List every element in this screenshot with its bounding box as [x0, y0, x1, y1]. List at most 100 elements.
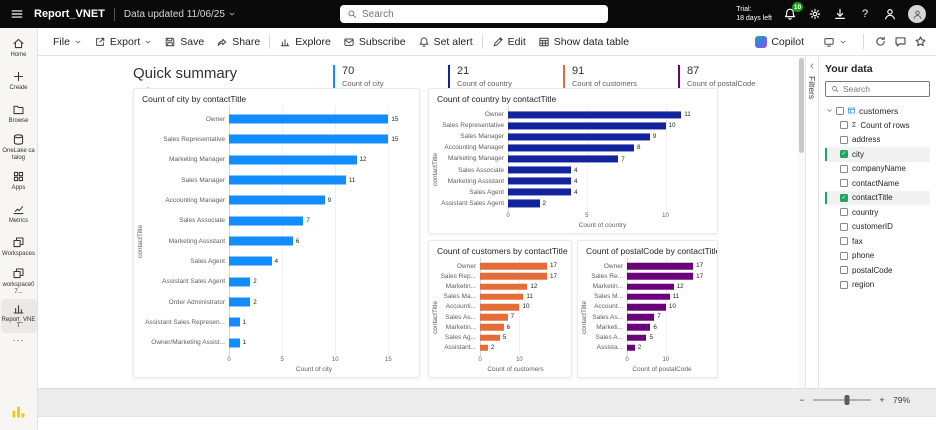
- field-row[interactable]: postalCode: [825, 263, 930, 278]
- rail-item-onelake-catalog[interactable]: OneLake catalog: [1, 130, 37, 165]
- table-row-customers[interactable]: customers: [825, 103, 930, 118]
- copilot-button[interactable]: Copilot: [749, 31, 810, 53]
- bar[interactable]: 7: [508, 155, 625, 163]
- file-menu[interactable]: File: [47, 31, 88, 53]
- zoom-out-button[interactable]: −: [799, 395, 805, 405]
- bar[interactable]: 4: [508, 188, 578, 196]
- field-row[interactable]: ✓ contactTitle: [825, 190, 930, 205]
- app-tab-title[interactable]: Report_VNET: [34, 8, 105, 20]
- field-checkbox[interactable]: ✓: [840, 193, 848, 202]
- bar[interactable]: 2: [480, 344, 494, 351]
- favorite-star-icon[interactable]: [914, 35, 927, 48]
- bar[interactable]: 2: [229, 297, 257, 307]
- bar[interactable]: 1: [229, 338, 246, 348]
- bar[interactable]: 10: [627, 303, 676, 310]
- field-row[interactable]: country: [825, 205, 930, 220]
- bar[interactable]: 15: [229, 114, 398, 124]
- bar[interactable]: 6: [480, 324, 510, 331]
- bar[interactable]: 8: [508, 144, 641, 152]
- bar[interactable]: 6: [229, 236, 299, 246]
- field-checkbox[interactable]: [840, 266, 848, 275]
- field-row[interactable]: region: [825, 278, 930, 293]
- edit-button[interactable]: Edit: [486, 31, 532, 53]
- expand-filters-icon[interactable]: [808, 62, 816, 70]
- filters-pane-collapsed[interactable]: Filters: [805, 56, 818, 388]
- field-row[interactable]: companyName: [825, 162, 930, 177]
- rail-more-button[interactable]: ···: [1, 333, 37, 347]
- rail-item-apps[interactable]: Apps: [1, 165, 37, 198]
- settings-gear-icon[interactable]: [808, 7, 822, 21]
- rail-item-create[interactable]: Create: [1, 64, 37, 97]
- bar[interactable]: 9: [229, 195, 331, 205]
- table-checkbox[interactable]: [836, 106, 844, 115]
- bar[interactable]: 6: [627, 324, 657, 331]
- share-button[interactable]: Share: [210, 31, 266, 53]
- power-bi-logo[interactable]: [9, 402, 28, 421]
- field-row[interactable]: contactName: [825, 176, 930, 191]
- bar[interactable]: 12: [480, 283, 537, 290]
- set-alert-button[interactable]: Set alert: [412, 31, 479, 53]
- bar[interactable]: 17: [627, 273, 703, 280]
- field-row[interactable]: address: [825, 133, 930, 148]
- field-row[interactable]: Σ Count of rows: [825, 118, 930, 133]
- rail-item-report-vnet[interactable]: Report_VNET: [0, 298, 37, 334]
- field-checkbox[interactable]: [840, 179, 848, 188]
- comment-icon[interactable]: [894, 35, 907, 48]
- bar[interactable]: 17: [480, 273, 557, 280]
- bar[interactable]: 10: [480, 303, 529, 310]
- canvas-scrollbar[interactable]: [798, 56, 805, 388]
- bar[interactable]: 7: [627, 314, 661, 321]
- bar[interactable]: 11: [229, 175, 355, 185]
- bar[interactable]: 4: [229, 256, 278, 266]
- bar[interactable]: 17: [480, 263, 557, 270]
- bar[interactable]: 11: [627, 293, 679, 300]
- menu-icon[interactable]: [10, 7, 24, 21]
- zoom-in-button[interactable]: +: [879, 395, 885, 405]
- help-icon[interactable]: ?: [861, 8, 869, 20]
- field-checkbox[interactable]: ✓: [840, 150, 848, 159]
- rail-item-browse[interactable]: Browse: [1, 97, 37, 130]
- explore-button[interactable]: Explore: [273, 31, 337, 53]
- field-row[interactable]: customerID: [825, 220, 930, 235]
- bar[interactable]: 11: [508, 110, 691, 119]
- bar[interactable]: 12: [627, 283, 684, 290]
- data-updated-menu[interactable]: Data updated 11/06/25: [124, 9, 236, 20]
- field-checkbox[interactable]: [840, 121, 848, 130]
- field-checkbox[interactable]: [840, 208, 848, 217]
- bar[interactable]: 5: [627, 334, 653, 341]
- show-data-table-button[interactable]: Show data table: [532, 31, 635, 53]
- bar[interactable]: 2: [229, 277, 257, 287]
- field-checkbox[interactable]: [840, 237, 848, 246]
- export-menu[interactable]: Export: [88, 31, 158, 53]
- bar[interactable]: 12: [229, 155, 367, 165]
- bar[interactable]: 9: [508, 133, 656, 141]
- search-input[interactable]: [362, 8, 601, 20]
- rail-item-workspaces[interactable]: Workspaces: [1, 231, 37, 264]
- field-row[interactable]: phone: [825, 249, 930, 264]
- notifications-button[interactable]: 10: [783, 2, 803, 21]
- zoom-slider-thumb[interactable]: [844, 395, 850, 405]
- bar[interactable]: 17: [627, 263, 703, 270]
- field-checkbox[interactable]: [840, 222, 848, 231]
- rail-item-workspace07[interactable]: workspace07...: [1, 264, 37, 299]
- rail-item-home[interactable]: Home: [1, 31, 37, 64]
- refresh-icon[interactable]: [874, 35, 887, 48]
- chart-count-of-postalcode-by-contacttitle[interactable]: Count of postalCode by contactTitle conta…: [577, 240, 718, 378]
- bar[interactable]: 1: [229, 317, 246, 327]
- bar[interactable]: 7: [480, 314, 514, 321]
- field-checkbox[interactable]: [840, 135, 848, 144]
- view-menu[interactable]: [817, 31, 853, 53]
- bar[interactable]: 7: [229, 216, 310, 226]
- global-search[interactable]: [340, 5, 608, 23]
- field-search-input[interactable]: [843, 84, 924, 94]
- bar[interactable]: 4: [508, 166, 578, 174]
- bar[interactable]: 4: [508, 177, 578, 185]
- bar[interactable]: 5: [480, 334, 506, 341]
- zoom-slider[interactable]: [812, 395, 871, 405]
- bar[interactable]: 10: [508, 122, 676, 130]
- chevron-down-icon[interactable]: [826, 107, 833, 114]
- chart-count-of-customers-by-contacttitle[interactable]: Count of customers by contactTitle contac…: [428, 240, 572, 378]
- subscribe-button[interactable]: Subscribe: [337, 31, 412, 53]
- scrollbar-thumb[interactable]: [799, 58, 804, 153]
- chart-count-of-country-by-contacttitle[interactable]: Count of country by contactTitle contactT…: [428, 88, 718, 234]
